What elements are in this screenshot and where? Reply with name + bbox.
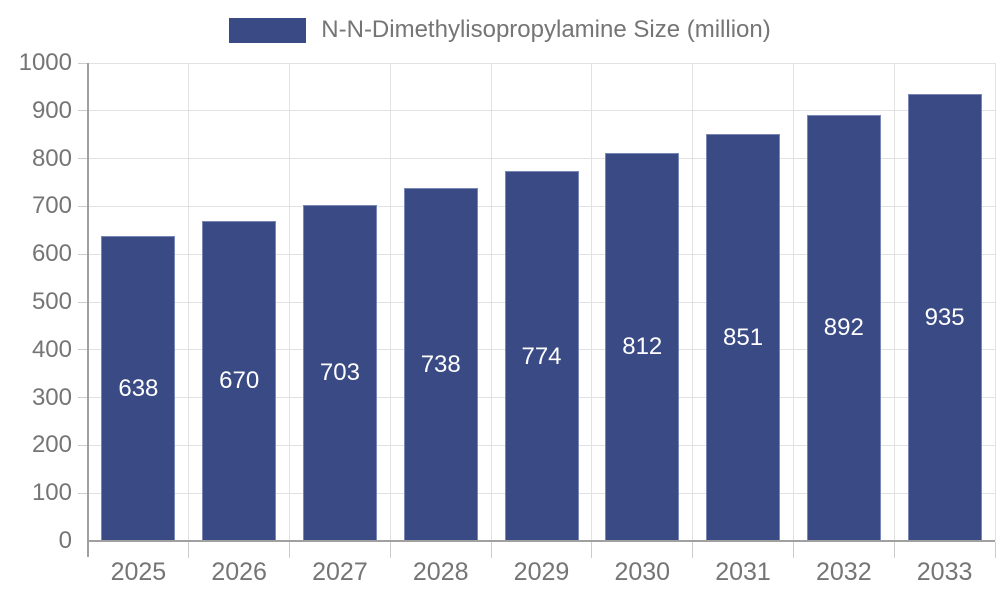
bar-value-label: 774 — [521, 342, 562, 370]
x-tick-label: 2027 — [312, 558, 368, 586]
bar: 670 — [202, 220, 277, 541]
bar-value-label: 703 — [319, 359, 360, 387]
gridline-v — [188, 63, 190, 541]
x-tick — [188, 542, 190, 558]
x-tick — [389, 542, 391, 558]
x-tick — [893, 542, 895, 558]
gridline-v — [994, 63, 996, 541]
y-tick — [78, 62, 87, 64]
gridline-h — [88, 62, 995, 64]
gridline-v — [389, 63, 391, 541]
y-tick — [78, 158, 87, 160]
y-tick-label: 200 — [31, 431, 72, 459]
gridline-v — [692, 63, 694, 541]
y-tick-label: 400 — [31, 335, 72, 363]
y-tick — [78, 444, 87, 446]
bar: 851 — [706, 134, 781, 541]
bar-value-label: 812 — [622, 333, 663, 361]
x-tick — [289, 542, 291, 558]
x-tick — [792, 542, 794, 558]
y-tick-label: 300 — [31, 383, 72, 411]
y-tick-label: 500 — [31, 288, 72, 315]
gridline-h — [88, 158, 995, 160]
y-tick — [78, 349, 87, 351]
y-tick-label: 0 — [58, 527, 72, 554]
gridline-v — [289, 63, 291, 541]
y-tick — [78, 301, 87, 303]
bar: 812 — [605, 152, 680, 541]
plot-area: 638 670 703 738 774 812 851 892 935 — [88, 62, 996, 541]
bar-value-label: 935 — [924, 304, 965, 332]
y-tick-label: 900 — [31, 96, 72, 124]
bar: 774 — [504, 171, 579, 541]
bar: 892 — [806, 114, 881, 541]
bar: 738 — [403, 188, 478, 541]
bar-value-label: 851 — [723, 324, 764, 352]
bar: 935 — [907, 94, 982, 541]
bar-value-label: 638 — [118, 375, 159, 403]
y-tick — [78, 253, 87, 255]
y-tick — [78, 492, 87, 494]
bar: 703 — [302, 204, 377, 541]
y-tick-label: 700 — [31, 192, 72, 220]
gridline-v — [490, 63, 492, 541]
bar-value-label: 738 — [420, 351, 461, 379]
bar: 638 — [101, 236, 176, 541]
x-tick — [490, 542, 492, 558]
gridline-v — [893, 63, 895, 541]
x-tick-label: 2032 — [816, 558, 872, 586]
y-tick-label: 1000 — [18, 49, 72, 76]
x-axis-line — [87, 540, 995, 542]
y-tick — [78, 397, 87, 399]
y-tick — [78, 205, 87, 207]
x-tick-label: 2025 — [110, 558, 167, 586]
gridline-v — [591, 63, 593, 541]
x-tick-label: 2029 — [513, 558, 570, 586]
y-tick-label: 800 — [31, 144, 72, 172]
y-tick-label: 100 — [31, 479, 72, 507]
x-tick-label: 2031 — [715, 558, 771, 586]
x-tick-label: 2028 — [412, 558, 469, 586]
x-tick-label: 2033 — [916, 558, 973, 586]
gridline-v — [792, 63, 794, 541]
x-tick — [994, 542, 996, 558]
bar-value-label: 670 — [219, 367, 260, 395]
y-tick — [78, 110, 87, 112]
legend-swatch — [229, 17, 307, 43]
y-tick-label: 600 — [31, 240, 72, 268]
x-tick-label: 2030 — [614, 558, 671, 586]
gridline-h — [88, 110, 995, 112]
x-tick — [692, 542, 694, 558]
bar-value-label: 892 — [823, 314, 864, 342]
x-tick-label: 2026 — [211, 558, 267, 586]
y-axis-line — [87, 63, 89, 557]
legend-label: N-N-Dimethylisopropylamine Size (million… — [321, 16, 771, 43]
x-tick — [591, 542, 593, 558]
legend: N-N-Dimethylisopropylamine Size (million… — [0, 14, 1000, 46]
